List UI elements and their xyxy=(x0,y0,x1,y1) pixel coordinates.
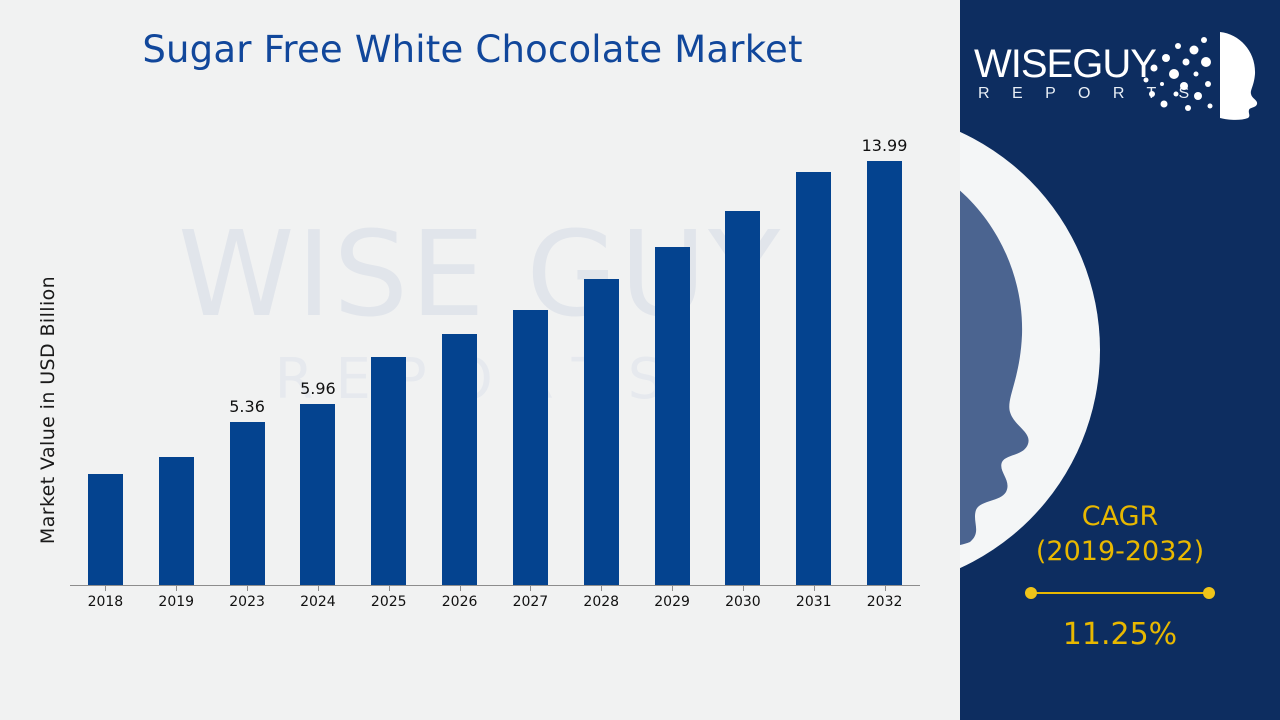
x-axis-tick-label: 2031 xyxy=(795,594,832,610)
bar xyxy=(512,309,548,585)
x-tick xyxy=(317,585,319,591)
bar-slot xyxy=(354,130,424,585)
logo-tagline: R E P O R T S xyxy=(978,85,1199,102)
x-axis-tick-label: 2030 xyxy=(725,594,761,610)
x-tick xyxy=(105,585,107,591)
bar-value-label: 5.36 xyxy=(229,397,265,417)
bar-slot xyxy=(637,130,707,585)
bar-slot xyxy=(425,130,495,585)
cagr-value: 11.25% xyxy=(1062,617,1178,653)
x-axis-tick-label: 2019 xyxy=(158,594,195,610)
x-tick xyxy=(247,585,249,591)
bar xyxy=(796,172,832,585)
bar xyxy=(867,160,903,585)
bar xyxy=(87,474,123,585)
bar xyxy=(725,211,761,585)
cagr-divider-dot-right xyxy=(1203,587,1215,600)
bar xyxy=(158,457,194,585)
x-tick xyxy=(601,585,603,591)
x-axis-tick-label: 2023 xyxy=(229,594,265,610)
bar-slot xyxy=(141,130,211,585)
cagr-label: CAGR xyxy=(1081,501,1159,532)
x-axis-tick-label: 2032 xyxy=(866,594,903,610)
y-axis-label: Market Value in USD Billion xyxy=(37,275,59,545)
bar-slot: 5.36 xyxy=(212,130,282,585)
x-tick xyxy=(742,585,744,591)
x-axis-tick-label: 2026 xyxy=(441,594,478,610)
bar xyxy=(229,422,265,585)
x-axis-tick-label: 2027 xyxy=(512,594,549,610)
bar-slot xyxy=(495,130,565,585)
x-axis-tick-label: 2018 xyxy=(87,594,124,610)
x-tick xyxy=(388,585,390,591)
cagr-divider-dot-left xyxy=(1025,587,1037,600)
bar-value-label: 5.96 xyxy=(300,379,336,399)
bar-slot xyxy=(566,130,636,585)
bar-slot: 13.99 xyxy=(850,130,920,585)
x-tick xyxy=(176,585,178,591)
bar xyxy=(583,279,619,585)
head-profile-icon xyxy=(960,190,1029,545)
wiseguy-reports-logo: WISEGUY R E P O R T S xyxy=(960,22,1280,120)
bar xyxy=(371,356,407,585)
x-tick xyxy=(813,585,815,591)
chart-title: Sugar Free White Chocolate Market xyxy=(142,28,803,71)
cagr-divider xyxy=(1025,585,1215,601)
bar-slot: 5.96 xyxy=(283,130,353,585)
x-axis-tick-label: 2024 xyxy=(300,594,336,610)
cagr-period: (2019-2032) xyxy=(1035,535,1205,567)
x-axis-tick-label: 2029 xyxy=(654,594,690,610)
x-tick xyxy=(459,585,461,591)
x-tick xyxy=(530,585,532,591)
logo-wordmark: WISEGUY xyxy=(974,42,1157,86)
logo-dot-head-icon xyxy=(1143,32,1258,120)
side-panel: WISEGUY R E P O R T S CA xyxy=(960,0,1280,720)
chart-panel: WISE GUY REPORTS Sugar Free White Chocol… xyxy=(37,28,920,610)
plot-area: 5.36 5.96 13.99 xyxy=(70,130,920,585)
x-tick xyxy=(672,585,674,591)
x-tick xyxy=(884,585,886,591)
x-axis-line xyxy=(70,585,920,586)
bar-slot xyxy=(779,130,849,585)
bar-slot xyxy=(70,130,140,585)
cagr-divider-line xyxy=(1031,592,1209,595)
bar-series: 5.36 5.96 13.99 xyxy=(70,130,920,585)
cagr-block: CAGR (2019-2032) 11.25% xyxy=(960,500,1280,652)
bar xyxy=(300,404,336,585)
bar-slot xyxy=(708,130,778,585)
bar-value-label: 13.99 xyxy=(861,135,908,155)
x-axis-tick-label: 2025 xyxy=(370,594,407,610)
x-axis-tick-label: 2028 xyxy=(583,594,620,610)
bar xyxy=(442,333,478,585)
bar xyxy=(654,246,690,585)
